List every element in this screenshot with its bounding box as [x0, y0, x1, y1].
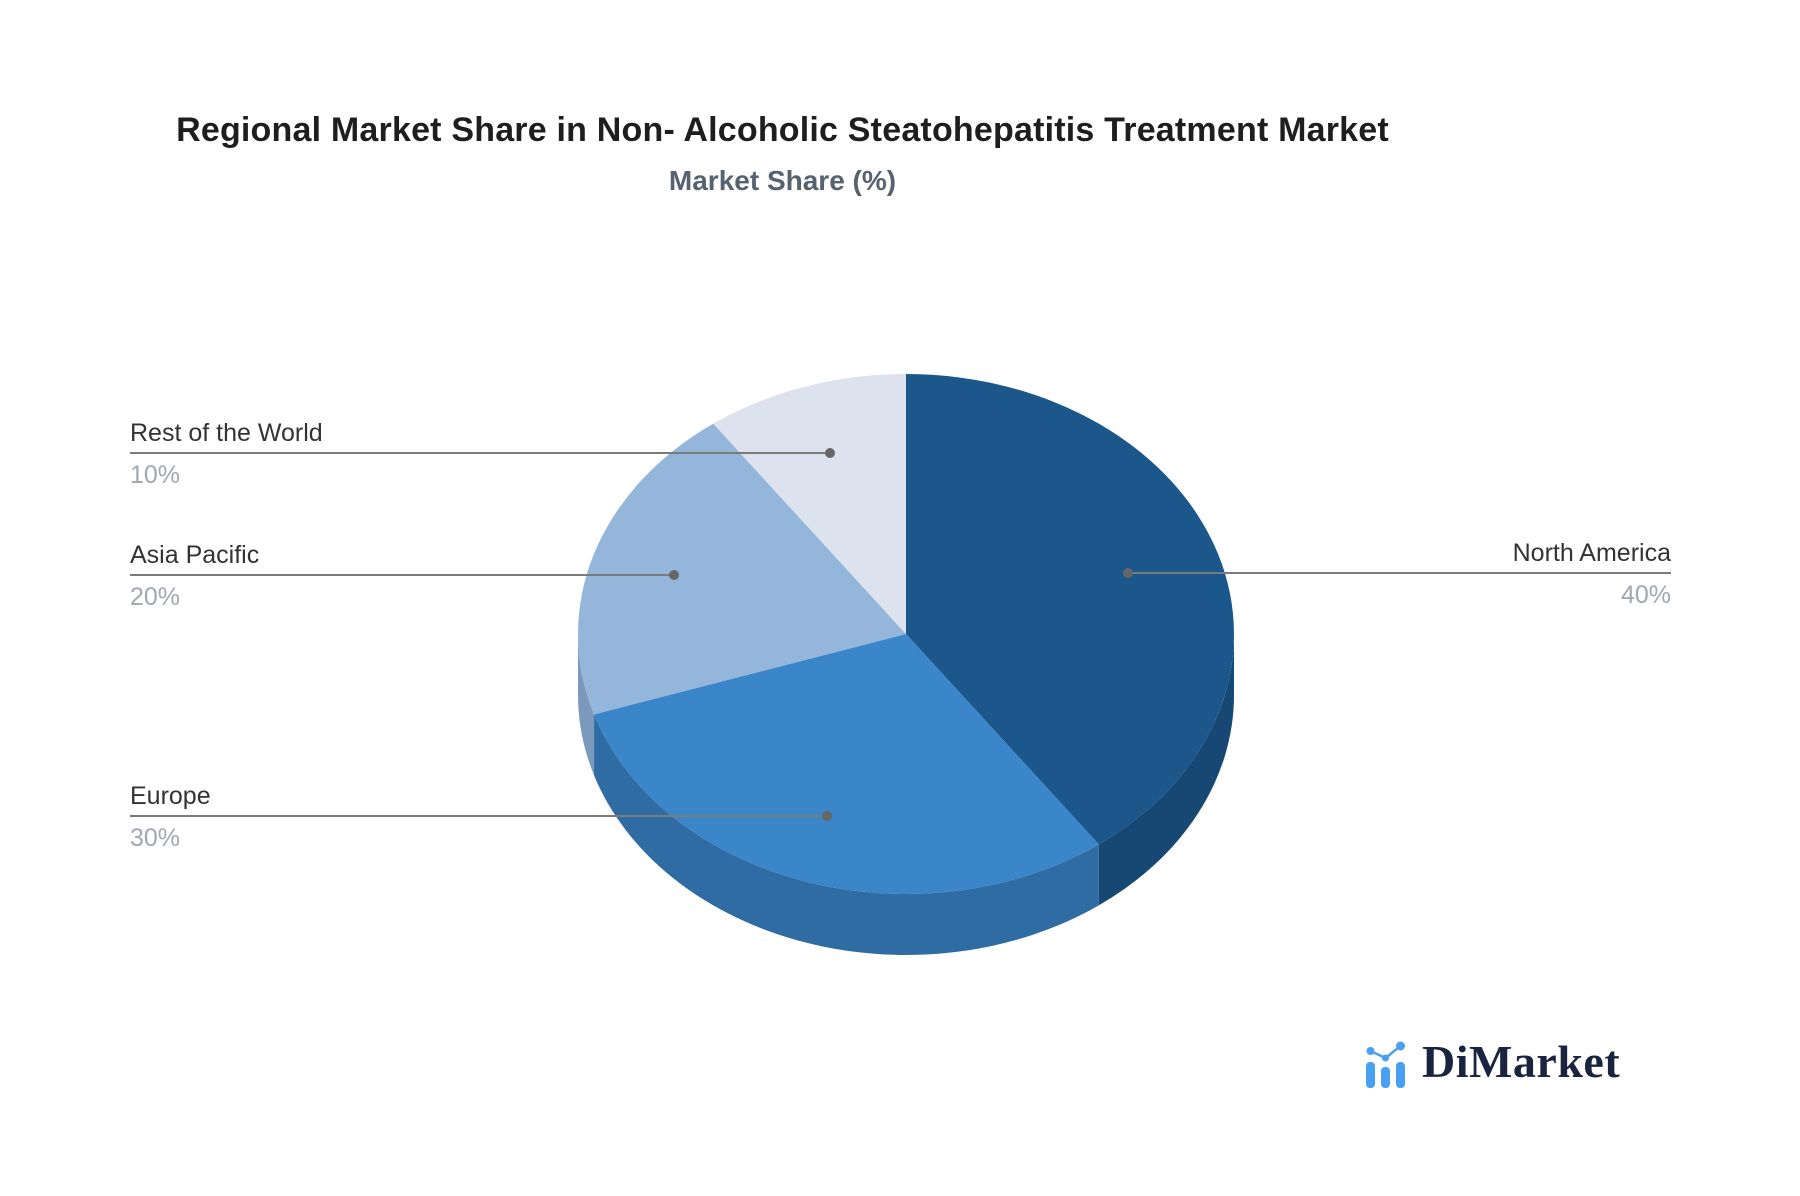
slice-value-asia-pacific: 20%	[130, 583, 181, 611]
leader-dot-north-america	[1123, 568, 1133, 578]
slice-label-north-america: North America	[1512, 539, 1671, 567]
pie-slice-asia-pacific[interactable]	[578, 423, 906, 715]
pie-slice-side-north-america	[1098, 634, 1234, 906]
chart-title: Regional Market Share in Non- Alcoholic …	[176, 111, 1389, 149]
pie-slice-north-america[interactable]	[906, 374, 1234, 845]
pie-slice-europe[interactable]	[594, 634, 1099, 894]
slice-value-europe: 30%	[130, 824, 181, 852]
leader-dot-rest-of-the-world	[825, 448, 835, 458]
leader-dot-asia-pacific	[669, 570, 679, 580]
pie-slice-side-europe	[594, 714, 1099, 955]
slice-value-rest-of-the-world: 10%	[130, 461, 181, 489]
chart-subtitle: Market Share (%)	[668, 165, 897, 196]
leader-lines	[130, 452, 1671, 817]
slice-value-north-america: 40%	[1620, 581, 1671, 609]
dimarket-logo-text: DiMarket	[1422, 1036, 1621, 1087]
slice-label-rest-of-the-world: Rest of the World	[130, 419, 323, 447]
pie-slice-side-asia-pacific	[578, 634, 595, 776]
dimarket-logo[interactable]: DiMarket	[1363, 1036, 1620, 1088]
slice-label-asia-pacific: Asia Pacific	[130, 541, 260, 569]
bar-chart-sparkline-logo-icon	[1366, 1041, 1405, 1088]
pie-slice-rest-of-the-world[interactable]	[713, 374, 906, 634]
leader-dots	[669, 448, 1133, 821]
slice-label-europe: Europe	[130, 782, 211, 810]
leader-dot-europe	[822, 811, 832, 821]
